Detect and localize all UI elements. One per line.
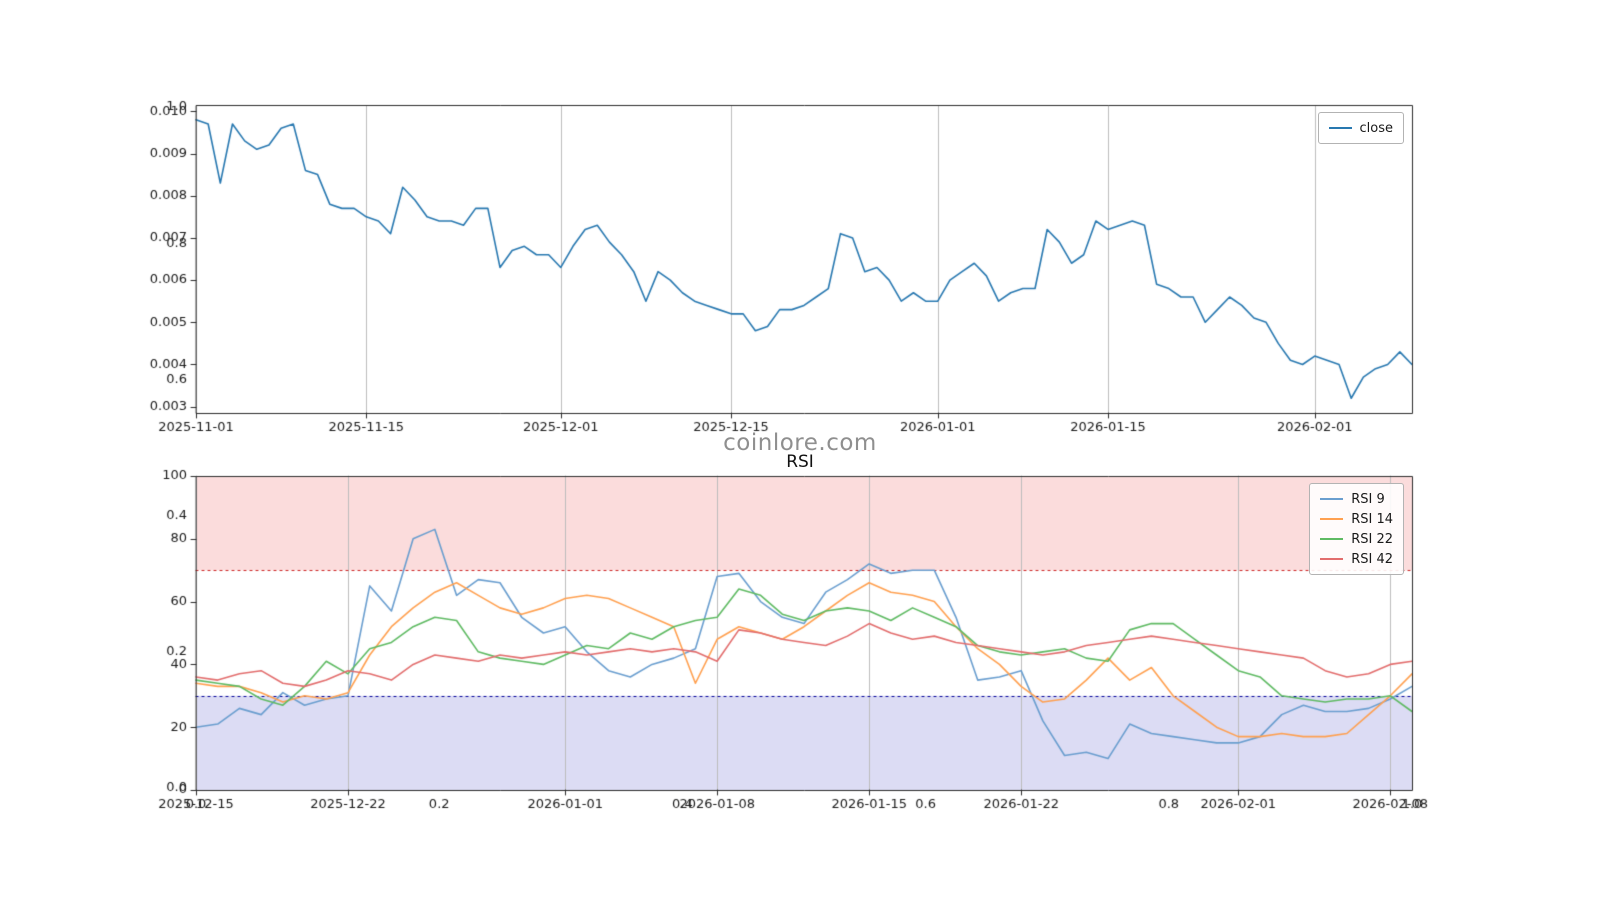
rsi-14-line-swatch bbox=[1320, 518, 1344, 520]
legend-item-rsi-14: RSI 14 bbox=[1320, 509, 1393, 529]
legend-item-close: close bbox=[1328, 118, 1393, 138]
close-line-swatch bbox=[1328, 127, 1352, 129]
legend-item-rsi-22: RSI 22 bbox=[1320, 529, 1393, 549]
watermark: coinlore.com bbox=[723, 430, 877, 456]
price-legend: close bbox=[1317, 112, 1404, 144]
rsi-22-line-swatch bbox=[1320, 538, 1344, 540]
rsi-chart-title: RSI bbox=[786, 452, 814, 472]
rsi-legend: RSI 9 RSI 14 RSI 22 RSI 42 bbox=[1309, 483, 1404, 575]
legend-item-rsi-42: RSI 42 bbox=[1320, 549, 1393, 569]
rsi-42-line-swatch bbox=[1320, 558, 1344, 560]
legend-label-rsi-42: RSI 42 bbox=[1351, 551, 1393, 567]
legend-label-rsi-14: RSI 14 bbox=[1351, 511, 1393, 527]
legend-item-rsi-9: RSI 9 bbox=[1320, 489, 1393, 509]
legend-label-rsi-9: RSI 9 bbox=[1351, 491, 1385, 507]
rsi-9-line-swatch bbox=[1320, 498, 1344, 500]
legend-label-close: close bbox=[1359, 120, 1393, 136]
legend-label-rsi-22: RSI 22 bbox=[1351, 531, 1393, 547]
